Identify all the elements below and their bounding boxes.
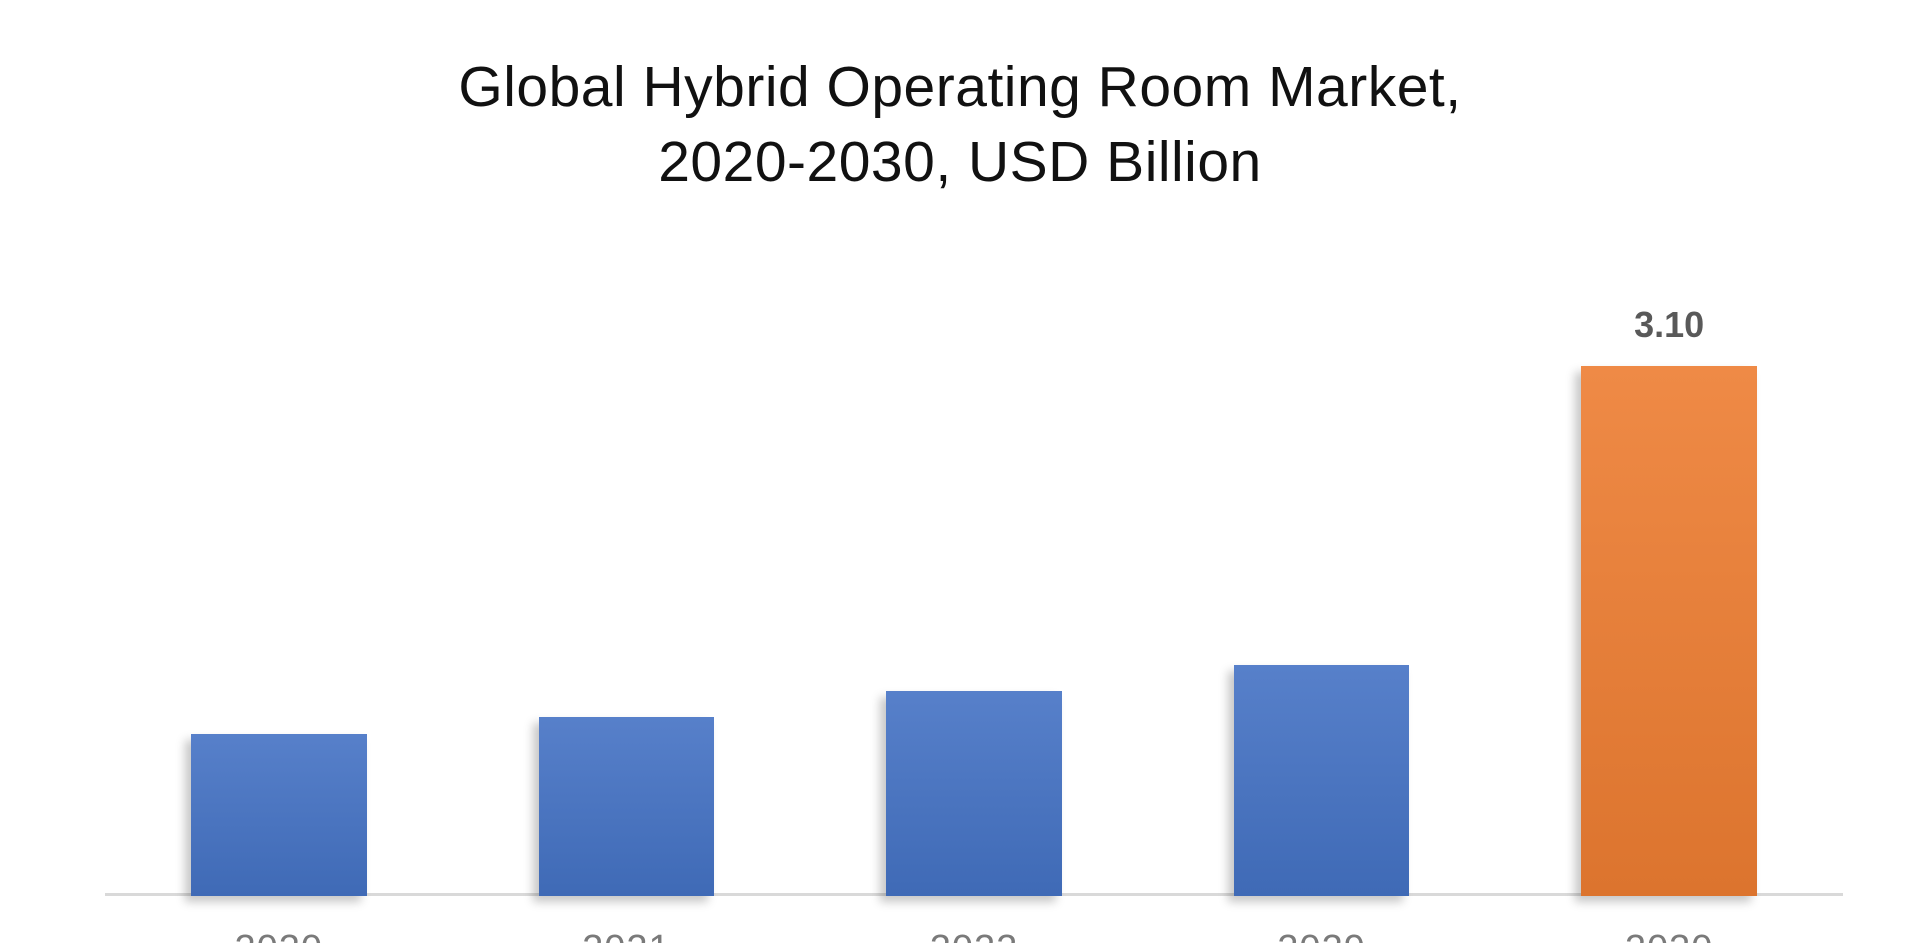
chart-figure: Global Hybrid Operating Room Market, 202… xyxy=(0,50,1920,943)
bar-2029 xyxy=(1233,665,1410,896)
bar-slot-2022 xyxy=(800,298,1148,896)
data-label-2030: 3.10 xyxy=(1634,304,1705,346)
x-axis-label-2020: 2020 xyxy=(105,928,453,943)
x-axis-label-2022: 2022 xyxy=(800,928,1148,943)
bar-2021 xyxy=(538,716,715,896)
x-axis-label-2021: 2021 xyxy=(453,928,801,943)
chart-title: Global Hybrid Operating Room Market, 202… xyxy=(458,55,1462,195)
bar-2030: 3.10 xyxy=(1581,304,1757,896)
bar-slot-2029 xyxy=(1148,298,1496,896)
x-axis-label-2029: 2029 xyxy=(1148,928,1496,943)
x-axis-labels: 20202021202220292030 xyxy=(105,928,1843,943)
bar-slot-2030: 3.10 xyxy=(1495,298,1843,896)
bar-slot-2020 xyxy=(105,298,453,896)
bar-2020 xyxy=(191,733,367,896)
x-axis-label-2030: 2030 xyxy=(1495,928,1843,943)
bar-slot-2021 xyxy=(453,298,801,896)
bar-2022 xyxy=(886,690,1062,896)
plot-wrap: 3.10 20202021202220292030 xyxy=(105,298,1843,943)
plot-area: 3.10 xyxy=(105,298,1843,896)
